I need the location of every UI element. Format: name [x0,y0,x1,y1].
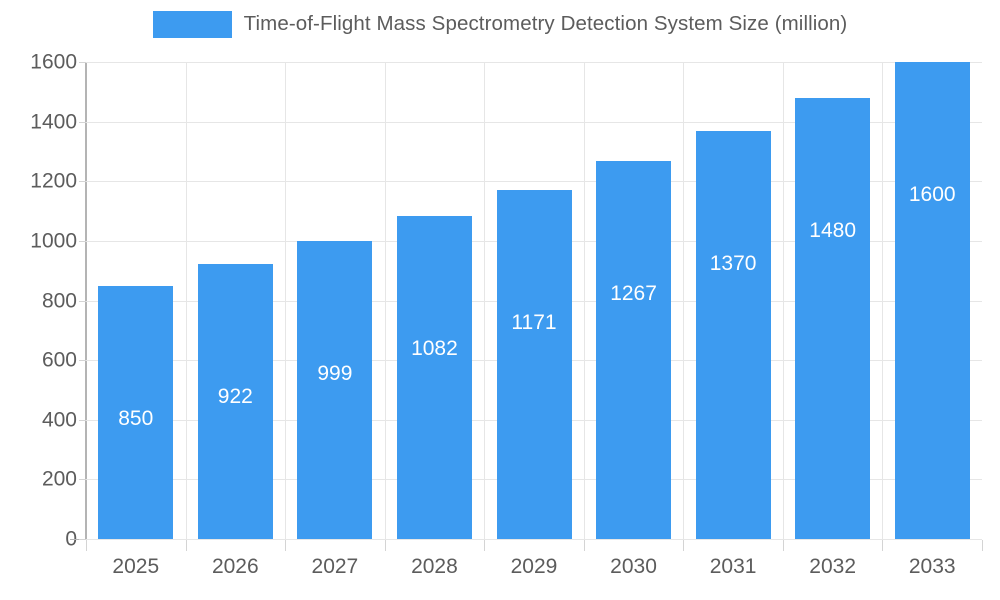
y-axis-tick-mark [79,62,86,63]
gridline-horizontal [86,181,982,183]
x-axis-tick-label: 2029 [510,555,558,578]
gridline-horizontal [86,121,982,123]
x-axis-tick-mark [484,540,486,551]
bar-value-label: 1600 [908,183,956,206]
x-axis-tick-label: 2030 [610,555,657,578]
gridline-vertical [185,62,187,539]
bar[interactable] [695,130,771,539]
x-axis-tick-mark [185,540,187,551]
gridline-vertical [484,62,486,539]
bar-value-label: 1370 [709,251,757,275]
x-axis-tick-label: 2031 [709,555,757,578]
legend-item[interactable]: Time-of-Flight Mass Spectrometry Detecti… [152,10,848,38]
legend-label: Time-of-Flight Mass Spectrometry Detecti… [243,12,848,35]
bar[interactable] [98,285,174,539]
x-axis-tick-mark [982,540,983,551]
y-axis-tick-label: 1200 [30,169,77,193]
bar[interactable] [795,97,871,539]
x-axis-tick-mark [86,540,87,551]
bar-value-label: 1082 [411,337,458,361]
y-axis-tick-label: 400 [41,408,77,432]
bar-value-label: 1480 [809,218,857,242]
x-axis-tick-label: 2032 [809,555,856,578]
bar-value-label: 999 [317,362,353,386]
x-axis-tick-mark [683,540,685,551]
gridline-vertical [384,62,386,539]
y-axis-tick-mark [79,419,86,421]
bar[interactable] [596,161,672,539]
y-axis-tick-mark [79,181,86,183]
y-axis-tick-mark [79,360,86,362]
y-axis-tick-label: 600 [41,348,77,372]
y-axis-tick-mark [79,121,86,123]
y-axis-tick-label: 0 [5,529,77,550]
legend-color-swatch [152,10,232,38]
y-axis-tick-mark [79,300,86,302]
y-axis-tick-label: 1000 [30,229,77,253]
y-axis-tick-label: 1400 [30,110,77,134]
x-axis-tick-mark [384,540,386,551]
plot-area [86,62,982,540]
bar[interactable] [894,62,970,539]
gridline-vertical [782,62,784,539]
gridline-horizontal [86,62,982,63]
y-axis-tick-mark [79,479,86,481]
chart-legend: Time-of-Flight Mass Spectrometry Detecti… [0,0,1000,48]
bar[interactable] [297,241,373,539]
y-axis-tick-mark [79,539,86,540]
y-axis-tick-label: 200 [41,467,77,491]
bar-value-label: 1267 [610,282,657,306]
x-axis-tick-label: 2025 [112,555,160,578]
bar-value-label: 922 [217,385,253,409]
y-axis-tick-labels: 0 200 400 600 800 1000 1200 1400 1600 [0,0,77,600]
x-axis-tick-label: 2027 [311,555,359,578]
bar-value-label: 1171 [511,310,557,334]
x-axis-tick-mark [583,540,585,551]
x-axis-tick-label: 2028 [411,555,458,578]
x-axis-tick-mark [882,540,884,551]
gridline-vertical [882,62,884,539]
y-axis-tick-label: 800 [41,289,77,312]
x-axis-tick-mark [782,540,784,551]
bar[interactable] [197,264,273,539]
y-axis-tick-label: 1600 [30,50,77,74]
bar[interactable] [396,216,472,539]
bar-value-label: 850 [118,406,154,430]
bar[interactable] [496,189,572,539]
gridline-vertical [583,62,585,539]
x-axis-tick-label: 2033 [908,555,956,578]
gridline-horizontal [86,539,982,540]
gridline-vertical [285,62,287,539]
y-axis-tick-mark [79,240,86,242]
x-axis-tick-label: 2026 [211,555,259,578]
gridline-vertical [683,62,685,539]
x-axis-tick-mark [285,540,287,551]
